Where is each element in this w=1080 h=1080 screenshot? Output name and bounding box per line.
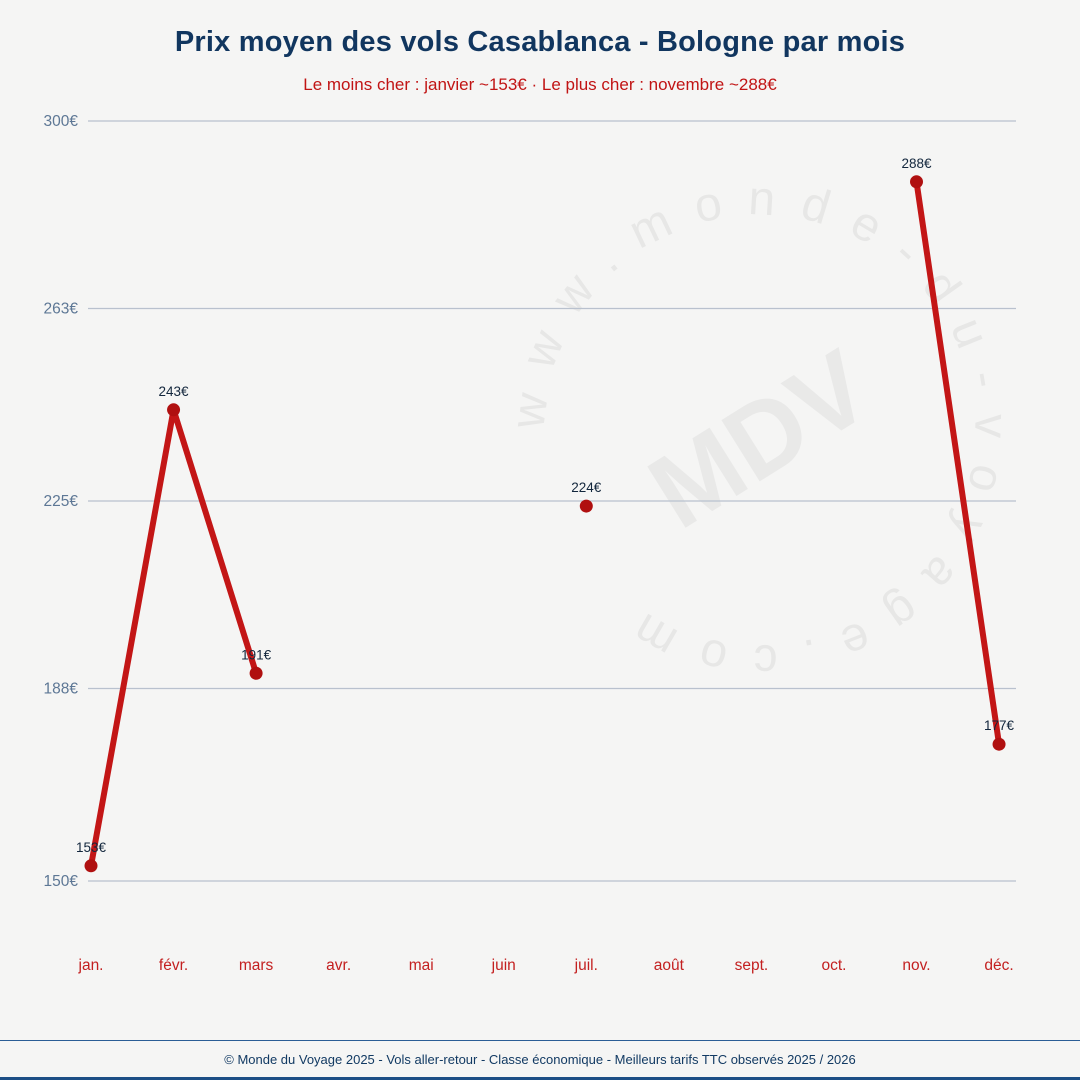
point-value-label: 153€ (76, 840, 107, 855)
x-axis-label: juil. (574, 957, 598, 974)
chart-subtitle: Le moins cher : janvier ~153€ · Le plus … (303, 75, 777, 94)
y-axis-label: 188€ (44, 680, 79, 697)
data-point (992, 737, 1006, 751)
price-line-segment (88, 406, 260, 869)
data-point (249, 666, 263, 680)
data-point (84, 859, 98, 873)
point-value-label: 224€ (571, 480, 602, 495)
x-axis-label: oct. (821, 957, 846, 974)
x-axis-label: mai (409, 957, 434, 974)
data-point (579, 499, 593, 513)
x-axis-label: août (654, 957, 685, 974)
footer: © Monde du Voyage 2025 - Vols aller-reto… (0, 1040, 1080, 1080)
x-axis-label: mars (239, 957, 274, 974)
watermark: www.monde-du-voyage.com MDV (501, 172, 993, 688)
data-point (167, 403, 181, 417)
point-value-label: 191€ (241, 647, 272, 662)
y-axis-label: 263€ (44, 300, 79, 317)
x-axis-label: juin (491, 957, 516, 974)
y-axis-label: 300€ (44, 113, 79, 130)
point-value-label: 243€ (159, 384, 190, 399)
x-axis-label: jan. (78, 957, 104, 974)
x-axis-label: sept. (735, 957, 769, 974)
x-axis-label: nov. (902, 957, 930, 974)
x-axis-label: avr. (326, 957, 351, 974)
y-axis-label: 225€ (44, 493, 79, 510)
x-axis-label: févr. (159, 957, 188, 974)
page-title: Prix moyen des vols Casablanca - Bologne… (174, 26, 906, 58)
point-value-label: 177€ (984, 718, 1015, 733)
y-axis-label: 150€ (44, 873, 79, 890)
watermark-center-text: MDV (630, 328, 890, 551)
data-point (910, 175, 923, 189)
footer-text: © Monde du Voyage 2025 - Vols aller-reto… (224, 1051, 856, 1067)
point-value-label: 288€ (901, 156, 932, 171)
x-axis-label: déc. (984, 957, 1013, 974)
price-line-segment (913, 178, 1003, 748)
